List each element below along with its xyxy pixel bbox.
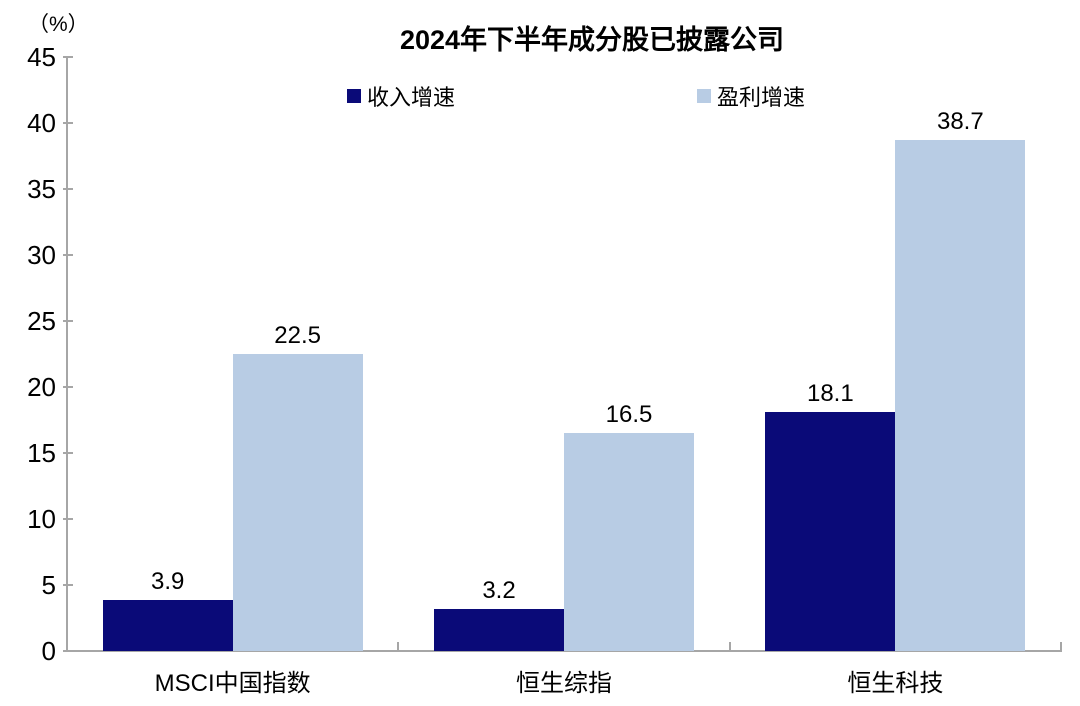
- y-axis-label: 45: [27, 42, 56, 72]
- x-axis-tick: [1060, 642, 1062, 651]
- y-axis-tick: [63, 386, 73, 388]
- x-axis-label: 恒生科技: [847, 670, 944, 697]
- y-axis-label: 10: [27, 504, 56, 534]
- y-axis-tick: [63, 320, 73, 322]
- y-axis-tick: [63, 188, 73, 190]
- bar-value-label: 3.9: [150, 567, 185, 595]
- y-axis-label: 15: [27, 438, 56, 468]
- x-axis-tick: [728, 642, 731, 651]
- bar-revenue-growth: [434, 608, 564, 651]
- x-axis-label: 恒生综指: [516, 670, 612, 697]
- chart-title: 2024年下半年成分股已披露公司: [399, 25, 785, 55]
- y-axis-tick: [63, 518, 73, 520]
- y-axis-tick: [63, 650, 73, 652]
- y-axis-tick: [63, 254, 73, 256]
- y-axis-label: 20: [27, 372, 56, 402]
- legend-item-revenue-growth: 收入增速: [347, 80, 455, 112]
- y-axis-label: 0: [41, 636, 56, 666]
- y-axis-label: 30: [27, 240, 56, 270]
- x-axis-tick: [397, 642, 400, 651]
- bar-value-label: 16.5: [605, 401, 653, 429]
- bar-profit-growth: [564, 433, 694, 651]
- bar-profit-growth: [232, 354, 363, 651]
- y-axis-label: 5: [41, 570, 56, 600]
- y-axis-tick: [63, 56, 73, 58]
- bar-revenue-growth: [765, 412, 896, 651]
- y-axis-label: 35: [27, 174, 56, 204]
- bar-profit-growth: [895, 140, 1026, 651]
- legend-marker-revenue-growth-icon: [347, 89, 361, 103]
- x-axis-label: MSCI中国指数: [154, 670, 311, 697]
- legend-marker-profit-growth-icon: [697, 89, 711, 103]
- legend-item-profit-growth: 盈利增速: [697, 80, 805, 112]
- y-axis-line: [66, 57, 68, 651]
- legend-label-revenue-growth: 收入增速: [367, 85, 456, 110]
- y-axis-tick: [63, 452, 73, 454]
- legend-label-profit-growth: 盈利增速: [717, 85, 806, 110]
- bar-value-label: 22.5: [274, 322, 322, 349]
- bar-value-label: 18.1: [806, 380, 854, 408]
- bar-revenue-growth: [102, 599, 233, 651]
- bar-value-label: 38.7: [936, 108, 984, 136]
- y-axis-tick: [63, 122, 73, 124]
- y-axis-label: 25: [27, 306, 56, 336]
- y-axis-tick: [63, 584, 73, 586]
- bar-value-label: 3.2: [482, 576, 516, 604]
- y-axis-label: 40: [27, 108, 56, 138]
- x-axis-line: [66, 650, 1062, 652]
- y-axis-unit-label: （%）: [28, 13, 89, 36]
